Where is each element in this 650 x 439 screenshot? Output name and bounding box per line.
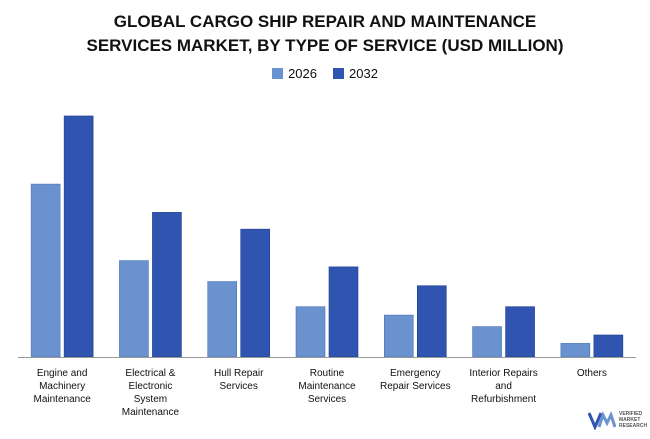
category-label-2-line-2: Electronic	[128, 381, 173, 392]
category-label-6-line-3: Refurbishment	[471, 394, 537, 405]
category-label-5: Emergency Repair Services	[372, 367, 458, 393]
bar-2026-6	[472, 326, 502, 358]
legend-label-2026: 2026	[288, 66, 317, 81]
legend-swatch-2032	[333, 68, 344, 79]
legend-item-2026: 2026	[272, 66, 317, 81]
legend-label-2032: 2032	[349, 66, 378, 81]
category-label-3-line-1: Hull Repair	[213, 368, 264, 379]
bar-2032-6	[505, 306, 535, 358]
bar-2032-5	[416, 285, 447, 358]
legend-swatch-2026	[272, 68, 284, 79]
category-label-6: Interior Repairs and Refurbishment	[461, 367, 547, 406]
category-label-2: Electrical & Electronic System Maintenance	[107, 367, 193, 419]
logo-text-line-2: MARKET	[619, 417, 641, 423]
category-label-1: Engine and Machinery Maintenance	[19, 367, 105, 406]
bar-2026-4	[295, 306, 326, 358]
category-label-4: Routine Maintenance Services	[284, 367, 370, 406]
bar-2026-7	[560, 343, 591, 358]
category-label-1-line-2: Machinery	[39, 381, 86, 392]
category-label-5-line-1: Emergency	[389, 368, 441, 379]
logo-text-line-3: RESEARCH	[619, 423, 648, 429]
bar-2032-1	[63, 115, 94, 358]
category-label-6-line-1: Interior Repairs	[469, 368, 538, 379]
category-label-4-line-3: Services	[307, 394, 347, 405]
legend-item-2032: 2032	[333, 66, 378, 81]
category-label-4-line-1: Routine	[309, 368, 345, 379]
bar-2032-3	[240, 228, 271, 358]
category-label-6-line-2: and	[495, 381, 512, 392]
chart-title: GLOBAL CARGO SHIP REPAIR AND MAINTENANCE…	[0, 10, 650, 58]
logo-text-line-1: VERIFIED	[619, 411, 643, 417]
category-label-2-line-4: Maintenance	[121, 407, 180, 418]
category-label-2-line-3: System	[133, 394, 168, 405]
bar-2026-3	[207, 281, 238, 358]
bar-2032-7	[593, 334, 624, 358]
logo-text: VERIFIED MARKET RESEARCH	[619, 411, 647, 429]
category-label-7-line-1: Others	[576, 368, 607, 379]
category-label-1-line-1: Engine and	[36, 368, 88, 379]
verified-market-research-logo: VERIFIED MARKET RESEARCH	[588, 410, 647, 430]
bar-2026-2	[119, 260, 149, 358]
vmr-logo-icon	[588, 411, 616, 430]
category-label-3-line-2: Services	[219, 381, 258, 392]
bar-2032-4	[328, 266, 359, 358]
bar-2032-2	[152, 212, 182, 358]
category-label-4-line-2: Maintenance	[298, 381, 356, 392]
category-label-2-line-1: Electrical &	[125, 368, 176, 379]
legend: 2026 2032	[0, 66, 650, 81]
category-label-7: Others	[549, 367, 635, 380]
category-label-5-line-2: Repair Services	[379, 381, 451, 392]
bar-2026-5	[383, 314, 414, 358]
category-label-1-line-3: Maintenance	[33, 394, 91, 405]
chart-title-line-1: GLOBAL CARGO SHIP REPAIR AND MAINTENANCE	[113, 12, 537, 31]
category-label-3: Hull Repair Services	[196, 367, 282, 393]
chart-title-line-2: SERVICES MARKET, BY TYPE OF SERVICE (USD…	[86, 36, 564, 55]
bar-2026-1	[30, 183, 61, 358]
